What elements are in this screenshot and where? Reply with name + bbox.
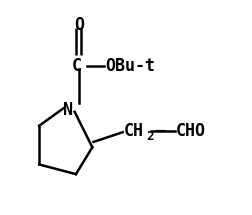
Text: CHO: CHO xyxy=(175,122,205,140)
Text: N: N xyxy=(63,101,73,119)
Text: OBu-t: OBu-t xyxy=(105,57,154,75)
Text: C: C xyxy=(72,57,82,75)
Text: CH: CH xyxy=(123,122,143,140)
Text: —: — xyxy=(155,122,165,140)
Text: 2: 2 xyxy=(146,130,154,143)
Text: O: O xyxy=(74,16,84,34)
